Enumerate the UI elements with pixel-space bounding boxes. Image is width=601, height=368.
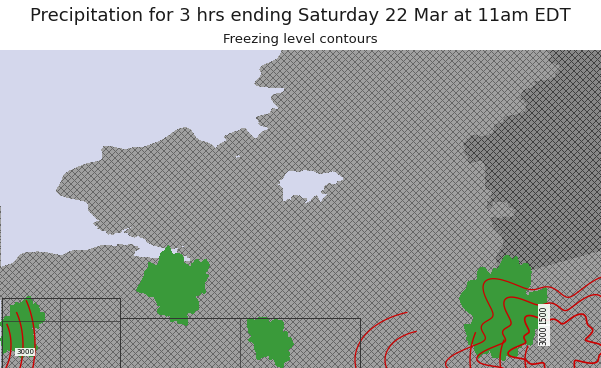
Text: 1500: 1500 (540, 305, 549, 325)
Text: Freezing level contours: Freezing level contours (223, 32, 378, 46)
Text: 3000: 3000 (540, 325, 549, 345)
Text: 3000: 3000 (16, 349, 34, 355)
Text: Precipitation for 3 hrs ending Saturday 22 Mar at 11am EDT: Precipitation for 3 hrs ending Saturday … (30, 7, 571, 25)
